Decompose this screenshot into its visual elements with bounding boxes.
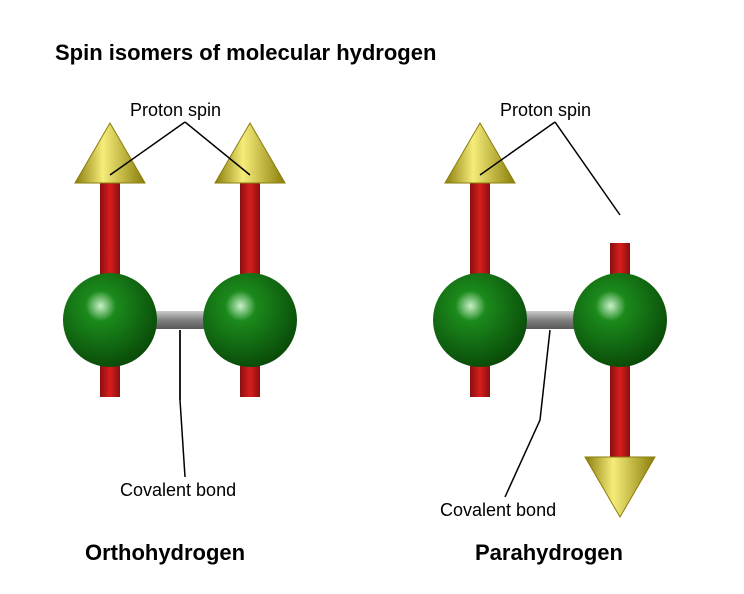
hydrogen-atom [433,273,527,367]
spin-arrowhead-icon [445,123,515,183]
hydrogen-atom [573,273,667,367]
leader-line [505,330,550,497]
leader-line [555,122,620,215]
diagram-svg [0,0,744,594]
spin-arrowhead-icon [75,123,145,183]
hydrogen-atom [203,273,297,367]
hydrogen-atom [63,273,157,367]
spin-arrowhead-icon [585,457,655,517]
spin-arrowhead-icon [215,123,285,183]
